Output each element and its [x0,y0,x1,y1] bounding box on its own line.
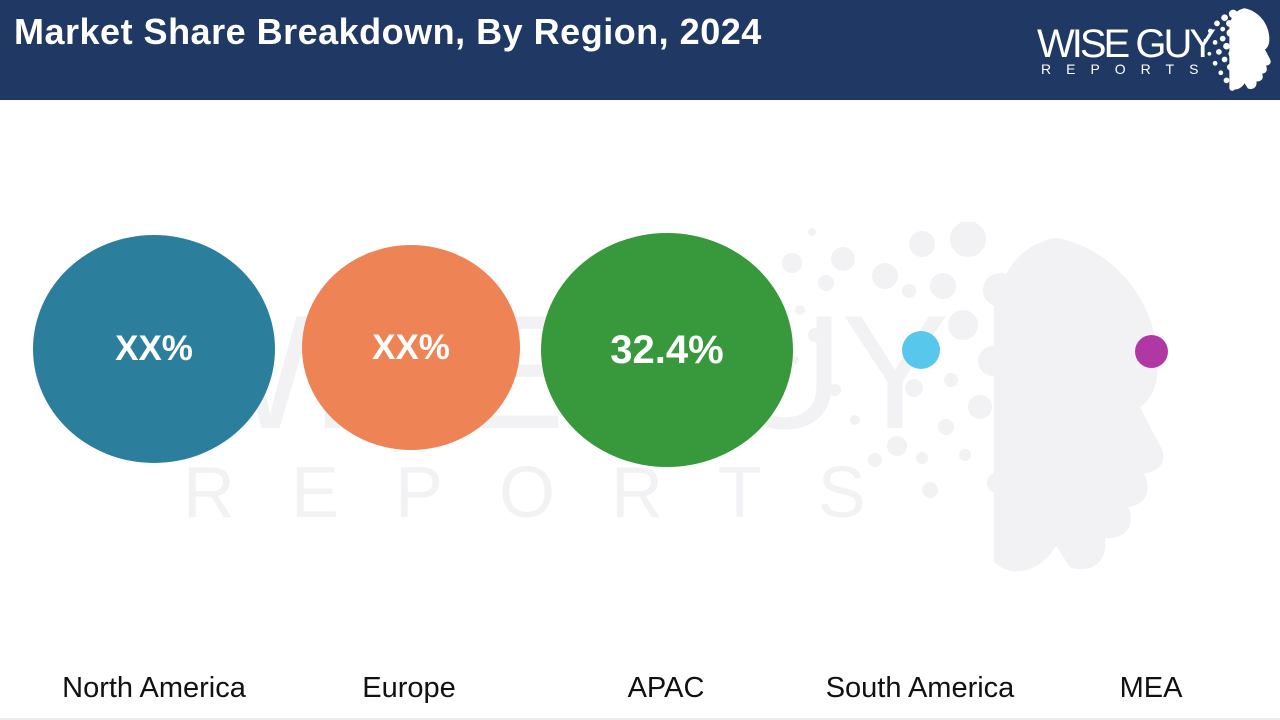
category-label-apac: APAC [627,672,705,704]
bubble-europe: XX% [302,245,520,450]
category-label-mea: MEA [1119,672,1183,704]
page-title: Market Share Breakdown, By Region, 2024 [14,11,762,52]
bubble-value-europe: XX% [372,327,450,367]
header-bar: Market Share Breakdown, By Region, 2024 … [0,0,1280,100]
wise-guy-logo: WISE GUY REPORTS [1037,0,1272,100]
bottom-divider [0,718,1280,720]
bubble-value-apac: 32.4% [610,327,724,372]
category-label-north-america: North America [62,672,246,704]
wise-guy-head-watermark-icon [782,222,1164,572]
logo-wordmark: WISE GUY [1037,22,1216,66]
wise-guy-head-icon [1203,8,1271,91]
bubble-mea [1135,335,1168,368]
watermark-subtitle: REPORTS [183,453,922,533]
bubble-apac: 32.4% [541,233,793,467]
bubble-south-america [902,331,940,369]
logo-subtitle: REPORTS [1041,61,1214,77]
bubble-value-north-america: XX% [115,329,193,368]
bubble-chart: WISE GUY REPORTS XX% XX% 32.4% [0,100,1280,720]
category-label-europe: Europe [362,672,456,704]
category-label-south-america: South America [825,672,1015,704]
bubble-north-america: XX% [33,235,275,463]
